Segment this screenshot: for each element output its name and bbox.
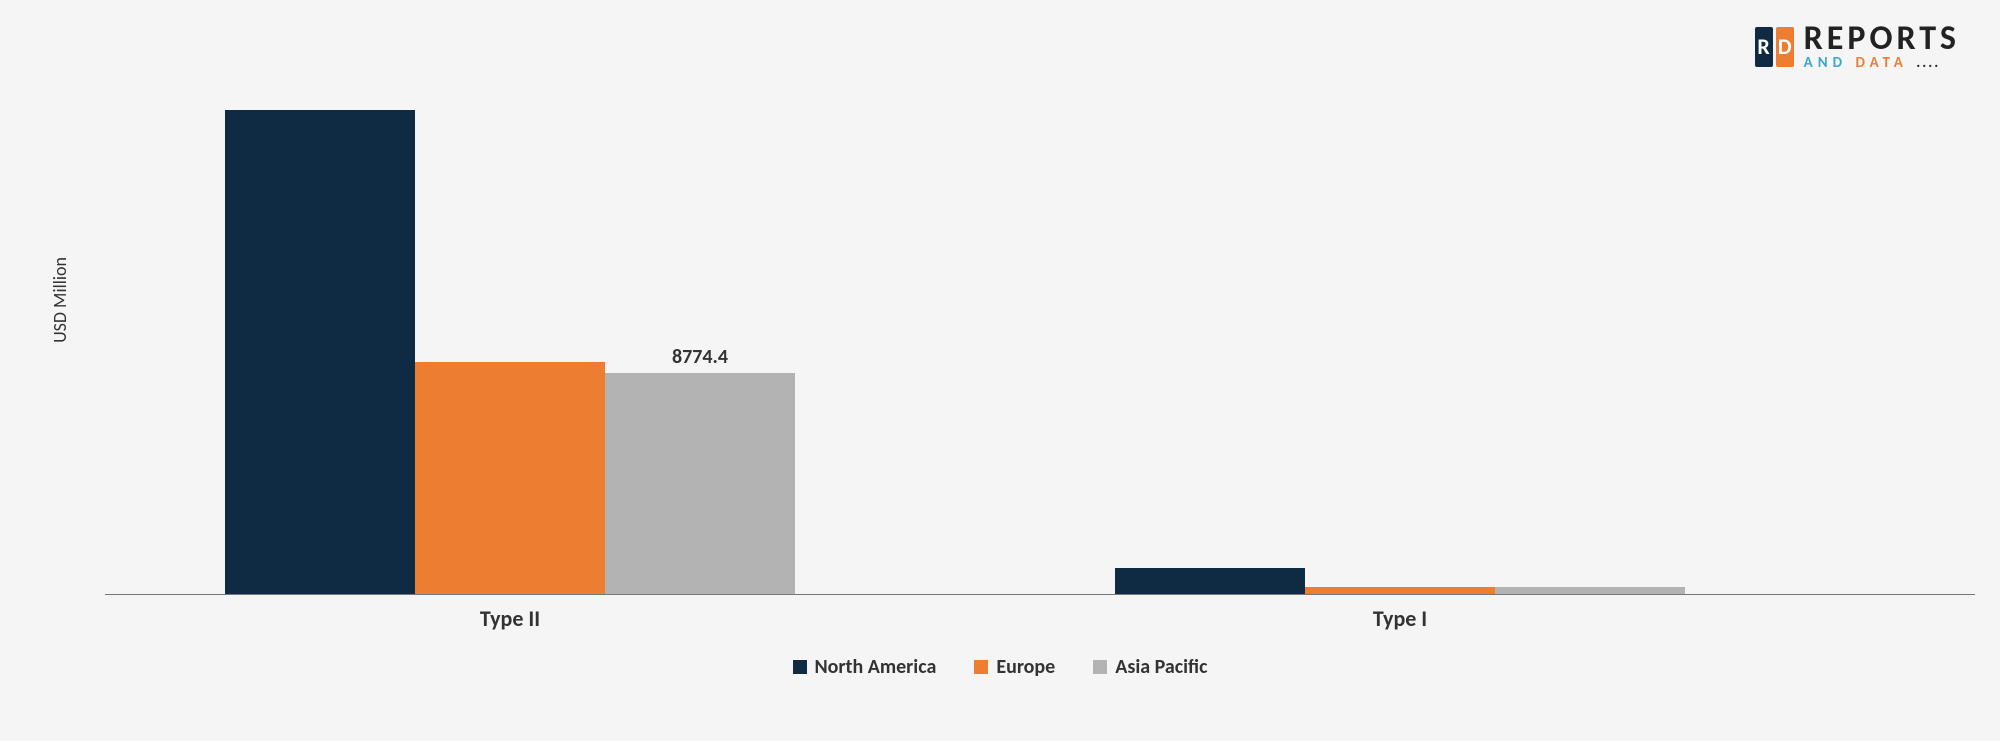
bar-type1-europe bbox=[1305, 587, 1495, 594]
bar-type2-north_america bbox=[225, 110, 415, 594]
logo-line2a: AND bbox=[1804, 54, 1847, 72]
logo-line2: AND DATA .... bbox=[1804, 56, 1960, 71]
bar-group-type1 bbox=[1115, 15, 1685, 594]
bar-type1-north_america bbox=[1115, 568, 1305, 594]
legend-item-north_america: North America bbox=[793, 655, 937, 679]
chart-container: 8774.4 USD Million Type II Type I North A… bbox=[0, 0, 2000, 741]
legend-item-asia_pacific: Asia Pacific bbox=[1093, 655, 1207, 679]
logo-text: REPORTS AND DATA .... bbox=[1804, 22, 1960, 71]
legend-label: Asia Pacific bbox=[1115, 655, 1207, 679]
bar-type1-asia_pacific bbox=[1495, 587, 1685, 594]
legend-label: Europe bbox=[996, 655, 1055, 679]
logo-mark: R D bbox=[1755, 27, 1794, 67]
bar-type2-europe bbox=[415, 362, 605, 594]
legend: North America Europe Asia Pacific bbox=[0, 655, 2000, 679]
legend-swatch bbox=[793, 660, 807, 674]
logo-block-d: D bbox=[1776, 27, 1794, 67]
logo-line2b: DATA bbox=[1855, 54, 1907, 72]
bar-type2-asia_pacific: 8774.4 bbox=[605, 373, 795, 594]
legend-swatch bbox=[1093, 660, 1107, 674]
x-category-label: Type I bbox=[1115, 605, 1685, 632]
reports-and-data-logo: R D REPORTS AND DATA .... bbox=[1755, 22, 1960, 71]
plot-area: 8774.4 bbox=[105, 15, 1975, 595]
bar-value-label: 8774.4 bbox=[605, 345, 795, 369]
logo-dots: .... bbox=[1916, 54, 1940, 72]
legend-label: North America bbox=[815, 655, 937, 679]
logo-line1: REPORTS bbox=[1804, 22, 1960, 56]
legend-swatch bbox=[974, 660, 988, 674]
legend-item-europe: Europe bbox=[974, 655, 1055, 679]
logo-block-r: R bbox=[1755, 27, 1773, 67]
x-category-label: Type II bbox=[225, 605, 795, 632]
bar-group-type2: 8774.4 bbox=[225, 15, 795, 594]
y-axis-label: USD Million bbox=[49, 257, 71, 343]
